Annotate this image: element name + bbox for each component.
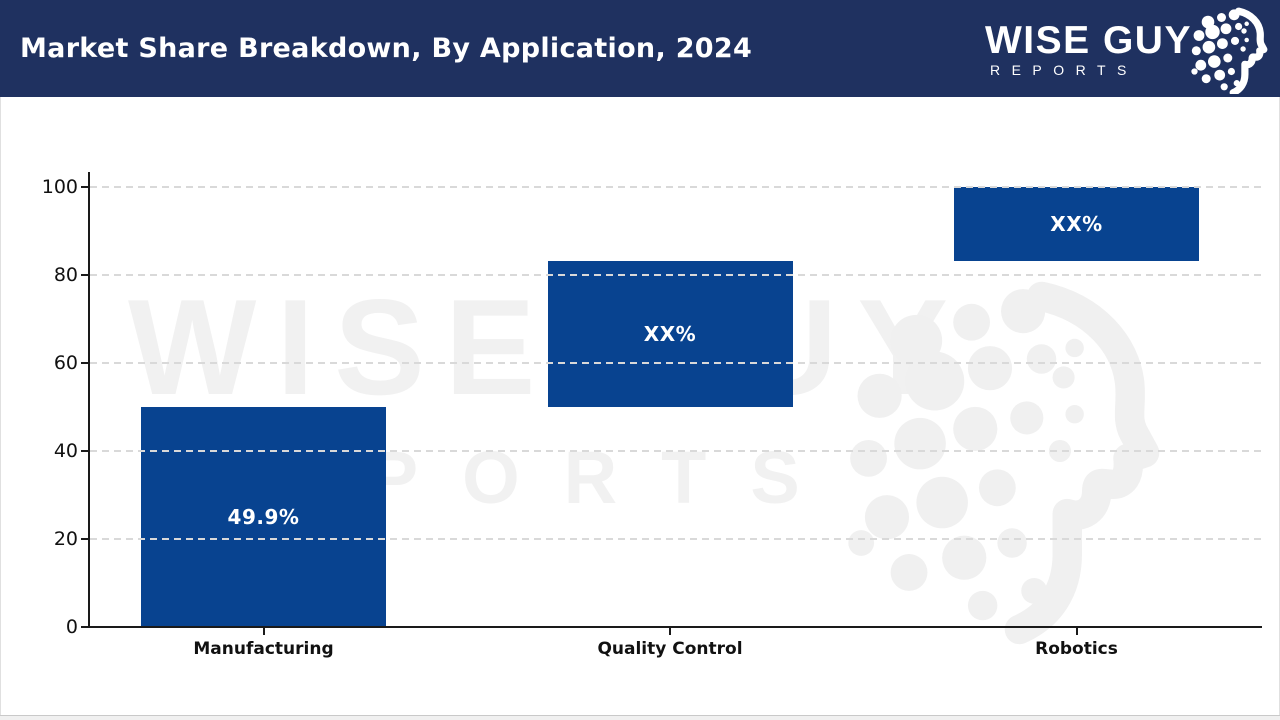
x-category-label-1: Manufacturing (193, 639, 334, 659)
gridline-100 (90, 186, 1262, 188)
x-tick-mark-1 (262, 628, 265, 635)
gridline-20 (90, 538, 1262, 540)
y-tick-label-60: 60 (53, 352, 78, 374)
logo-wordmark-line1: WISE GUY (984, 18, 1192, 62)
y-tick-mark-100 (81, 186, 88, 188)
y-tick-label-100: 100 (41, 176, 78, 198)
y-tick-label-0: 0 (65, 616, 78, 638)
header-bar: Market Share Breakdown, By Application, … (0, 0, 1280, 97)
y-tick-label-80: 80 (53, 264, 78, 286)
bar-quality-control: XX% (547, 260, 793, 408)
y-tick-label-40: 40 (53, 440, 78, 462)
logo-wordmark: WISE GUY REPORTS (984, 18, 1192, 78)
x-category-label-3: Robotics (1035, 639, 1118, 659)
bar-value-label: 49.9% (227, 505, 300, 530)
bar-value-label: XX% (643, 322, 697, 347)
logo-wordmark-line2: REPORTS (989, 61, 1138, 78)
y-tick-mark-60 (81, 362, 88, 364)
y-tick-mark-20 (81, 538, 88, 540)
x-axis-line (88, 626, 1262, 628)
bar-value-label: XX% (1050, 211, 1103, 236)
y-tick-label-20: 20 (53, 528, 78, 550)
y-axis-line (88, 172, 90, 628)
gridline-80 (90, 274, 1262, 276)
page-title: Market Share Breakdown, By Application, … (20, 33, 753, 64)
x-tick-mark-3 (1075, 628, 1078, 635)
y-tick-mark-40 (81, 450, 88, 452)
bar-robotics: XX% (954, 187, 1199, 261)
x-tick-mark-2 (669, 628, 671, 635)
gridline-60 (90, 362, 1262, 364)
bottom-border (0, 715, 1280, 720)
x-category-label-2: Quality Control (597, 639, 743, 659)
wise-guy-logo: WISE GUY REPORTS (985, 4, 1272, 94)
y-tick-mark-0 (81, 626, 88, 628)
gridline-40 (90, 450, 1262, 452)
bar-manufacturing: 49.9% (141, 407, 386, 627)
y-tick-mark-80 (81, 274, 88, 276)
